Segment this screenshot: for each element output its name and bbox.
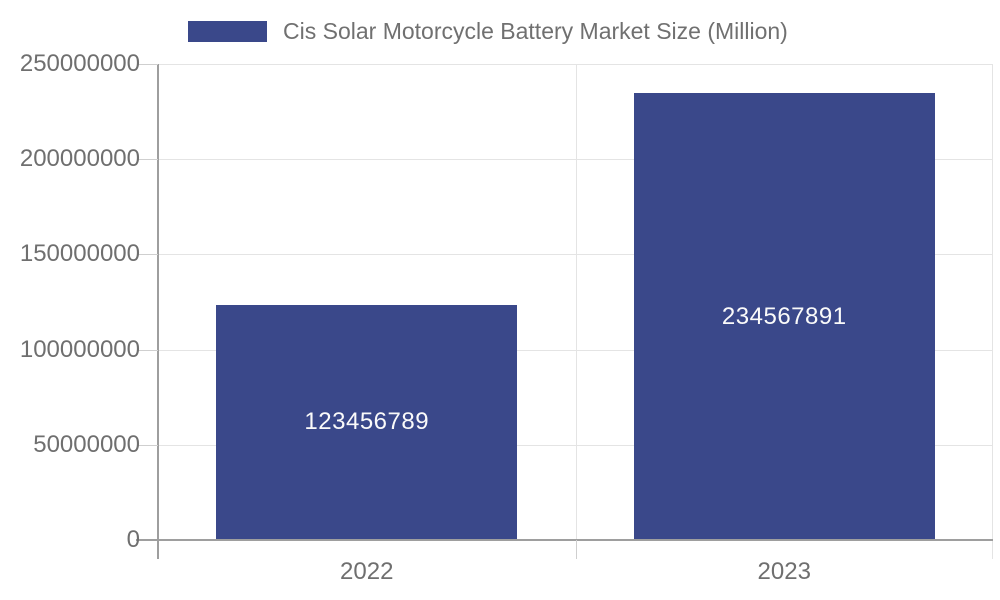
y-tick-label: 0 bbox=[126, 526, 140, 553]
plot-area: 123456789 234567891 bbox=[158, 64, 993, 559]
plot-right-border bbox=[992, 64, 993, 559]
y-tick bbox=[138, 444, 158, 446]
y-tick-label: 100000000 bbox=[19, 335, 140, 363]
bar-2023[interactable]: 234567891 bbox=[633, 93, 935, 540]
x-axis-line bbox=[136, 539, 993, 541]
x-tick bbox=[575, 540, 577, 559]
x-tick-label-2023: 2023 bbox=[757, 558, 811, 585]
bar-value-label: 123456789 bbox=[304, 408, 430, 436]
y-tick-label: 50000000 bbox=[33, 430, 140, 458]
legend-swatch-icon bbox=[188, 21, 267, 42]
legend-label: Cis Solar Motorcycle Battery Market Size… bbox=[283, 18, 788, 44]
bar-value-label: 234567891 bbox=[721, 302, 847, 330]
x-tick-label-2022: 2022 bbox=[340, 558, 394, 585]
y-tick bbox=[138, 349, 158, 351]
y-tick-label: 250000000 bbox=[19, 50, 140, 77]
chart-legend[interactable]: Cis Solar Motorcycle Battery Market Size… bbox=[188, 18, 788, 45]
gridline bbox=[575, 64, 577, 540]
y-axis-line bbox=[157, 64, 159, 559]
y-tick-label: 150000000 bbox=[19, 240, 140, 268]
y-tick bbox=[138, 64, 158, 65]
bar-2022[interactable]: 123456789 bbox=[216, 304, 518, 540]
y-tick-label: 200000000 bbox=[19, 145, 140, 173]
y-tick bbox=[138, 254, 158, 256]
y-tick bbox=[138, 159, 158, 161]
